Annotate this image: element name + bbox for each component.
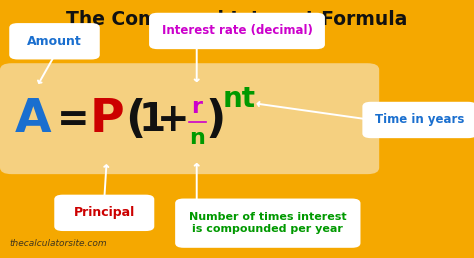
Text: nt: nt — [223, 85, 256, 113]
FancyBboxPatch shape — [54, 195, 155, 231]
FancyBboxPatch shape — [175, 199, 360, 248]
FancyBboxPatch shape — [149, 13, 325, 49]
Text: Interest rate (decimal): Interest rate (decimal) — [162, 25, 312, 37]
Text: Time in years: Time in years — [375, 114, 464, 126]
Text: thecalculatorsite.com: thecalculatorsite.com — [9, 239, 107, 248]
Text: n: n — [189, 128, 205, 148]
Text: The Compound Interest Formula: The Compound Interest Formula — [66, 10, 408, 29]
Text: P: P — [89, 98, 124, 142]
FancyBboxPatch shape — [362, 102, 474, 138]
Text: 1: 1 — [138, 101, 165, 139]
Text: Number of times interest
is compounded per year: Number of times interest is compounded p… — [189, 212, 346, 234]
Text: Principal: Principal — [73, 206, 135, 219]
Text: ): ) — [206, 99, 226, 141]
Text: Amount: Amount — [27, 35, 82, 48]
Text: r: r — [191, 97, 202, 117]
FancyBboxPatch shape — [9, 23, 100, 60]
Text: (: ( — [125, 99, 145, 141]
Text: =: = — [57, 101, 90, 139]
FancyBboxPatch shape — [0, 63, 379, 174]
Text: +: + — [157, 101, 189, 139]
Text: A: A — [15, 98, 52, 142]
